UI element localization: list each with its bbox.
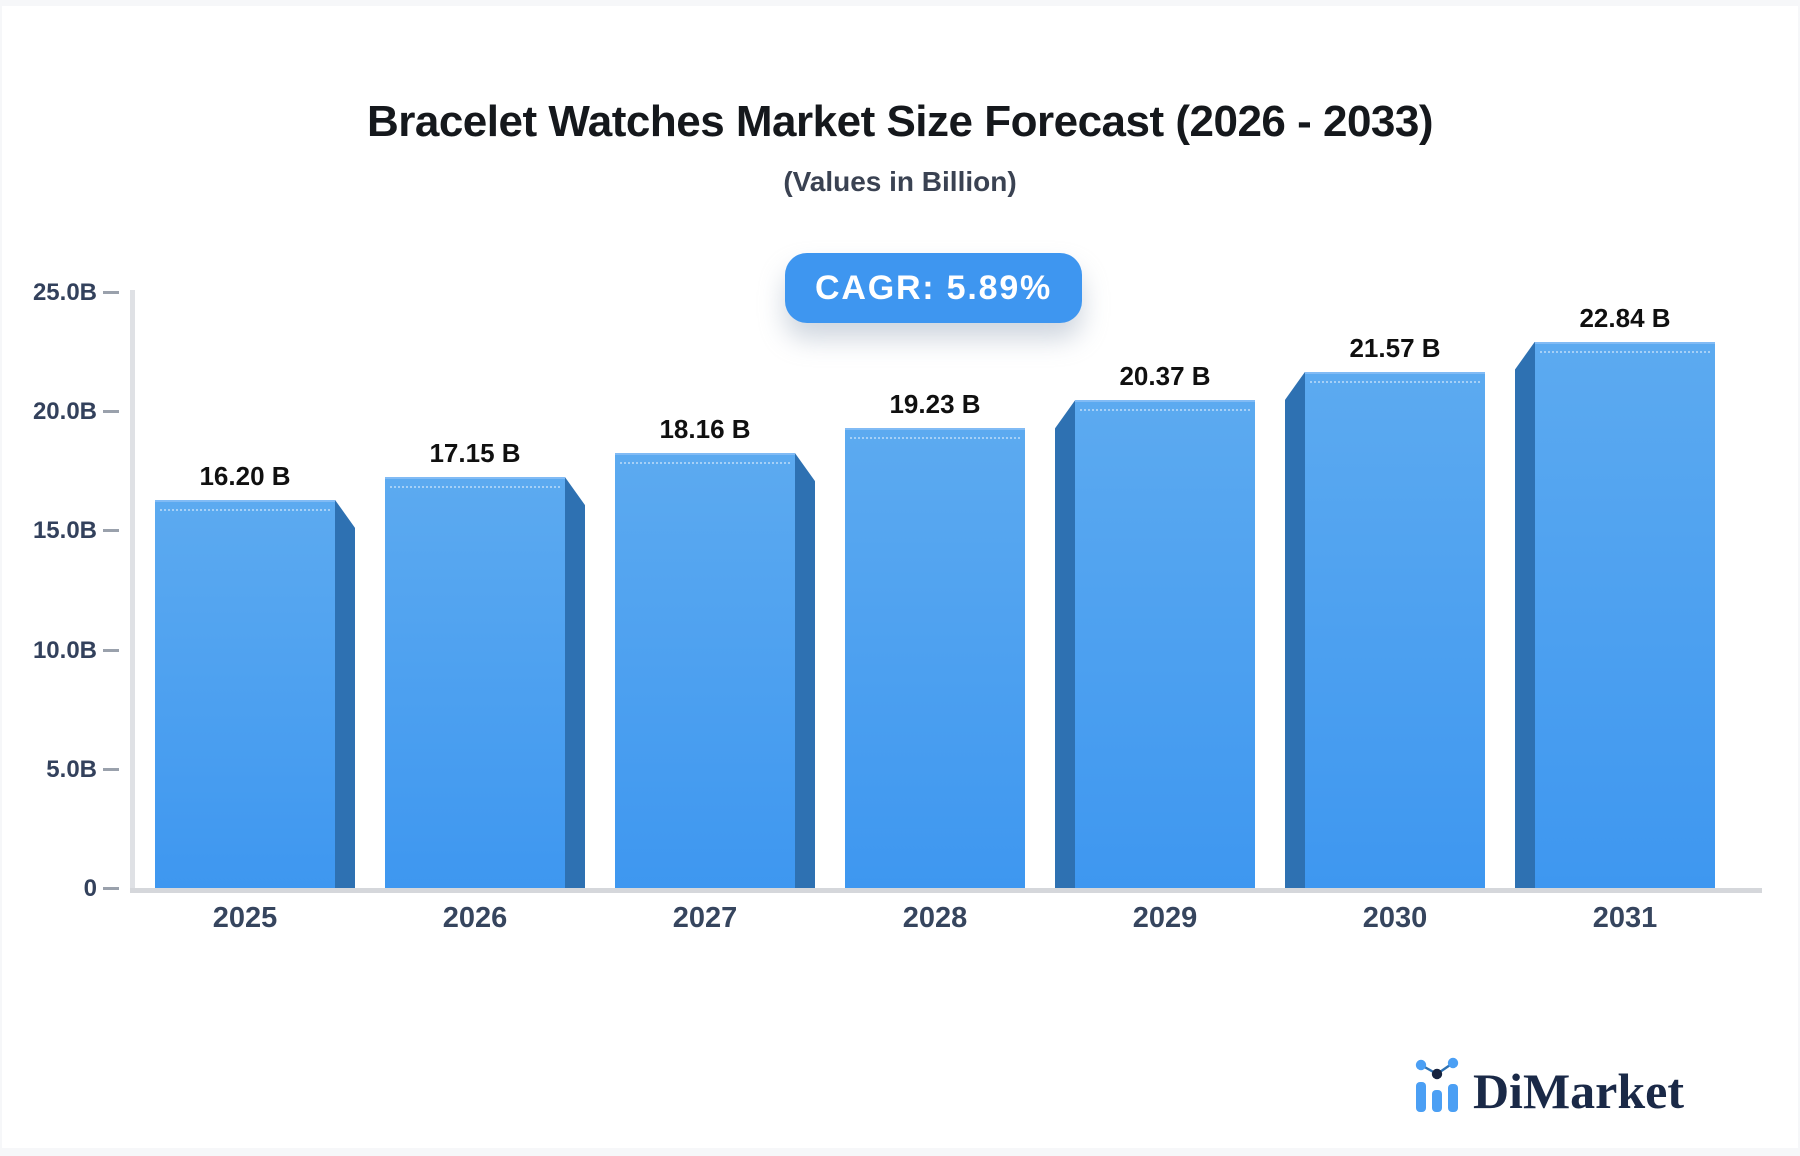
x-tick-label-2030: 2030: [1362, 902, 1428, 934]
bar-value-label-2031: 22.84 B: [1579, 302, 1671, 333]
x-tick-label-2028: 2028: [902, 902, 968, 934]
page-edge-left: [0, 0, 2, 1156]
bar-2031: 22.84 B: [1535, 303, 1715, 888]
bar-value-label-2026: 17.15 B: [429, 438, 521, 469]
cagr-badge: CAGR: 5.89%: [785, 253, 1083, 323]
x-tick-label-2029: 2029: [1132, 902, 1198, 934]
y-tick-label: 20.0B: [32, 398, 97, 426]
x-tick-label-2027: 2027: [672, 902, 738, 934]
y-tick-dash: [103, 410, 119, 414]
bar-2025: 16.20 B: [155, 461, 335, 888]
dimarket-logo: DiMarket: [1414, 1056, 1684, 1116]
y-tick-dash: [103, 291, 119, 294]
bar-slot-2030: 21.57 B: [1280, 292, 1510, 888]
x-axis-line: [130, 888, 1762, 893]
bar-2029: 20.37 B: [1075, 361, 1255, 888]
page-edge-right: [1798, 0, 1800, 1156]
bar-value-label-2029: 20.37 B: [1119, 361, 1211, 392]
x-tick-label-2025: 2025: [212, 902, 278, 934]
bar-slot-2027: 18.16 B: [590, 292, 820, 888]
y-tick-label: 25.0B: [32, 279, 97, 306]
x-tick-label-2026: 2026: [442, 902, 508, 934]
chart-title: Bracelet Watches Market Size Forecast (2…: [366, 97, 1434, 146]
page-edge-top: [0, 0, 1800, 6]
bar-chart-trend-icon: [1415, 1057, 1459, 1112]
bar-value-label-2030: 21.57 B: [1349, 332, 1441, 363]
y-axis-line: [130, 290, 135, 888]
bar-slot-2031: 22.84 B: [1510, 292, 1740, 888]
y-tick-dash: [103, 529, 119, 533]
bar-slot-2029: 20.37 B: [1050, 292, 1280, 888]
y-tick-dash: [103, 887, 119, 890]
y-tick-label: 10.0B: [32, 636, 97, 664]
y-tick-dash: [103, 648, 119, 652]
y-tick-label: 5.0B: [46, 755, 97, 783]
bar-slot-2026: 17.15 B: [360, 292, 590, 888]
bar-2027: 18.16 B: [615, 414, 795, 888]
bar-2026: 17.15 B: [385, 438, 565, 888]
y-axis: 25.0B 20.0B 15.0B 10.0B 5.0B 0: [0, 279, 130, 902]
bar-value-label-2025: 16.20 B: [199, 460, 291, 491]
x-axis: 2025 2026 2027 2028 2029 2030 2031: [130, 902, 1740, 935]
x-tick-label-2031: 2031: [1592, 902, 1658, 934]
y-tick-label: 0: [83, 875, 97, 902]
bar-2030: 21.57 B: [1305, 333, 1485, 888]
bar-value-label-2027: 18.16 B: [659, 414, 751, 445]
bar-slot-2028: 19.23 B: [820, 292, 1050, 888]
y-tick-label: 15.0B: [32, 517, 97, 545]
bar-2028: 19.23 B: [845, 389, 1025, 888]
bar-value-label-2028: 19.23 B: [889, 388, 981, 419]
chart-subtitle: (Values in Billion): [783, 166, 1017, 197]
brand-name: DiMarket: [1472, 1063, 1684, 1119]
y-tick-dash: [103, 767, 119, 771]
page-edge-bottom: [0, 1148, 1800, 1156]
bar-slot-2025: 16.20 B: [130, 292, 360, 888]
plot-area: 16.20 B 17.15 B 18.16 B 19.23 B 20.37 B 21.57…: [130, 292, 1740, 888]
